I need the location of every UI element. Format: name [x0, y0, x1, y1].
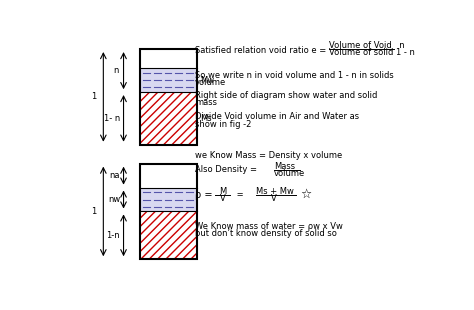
Text: ☆: ☆: [300, 188, 311, 201]
Bar: [140, 49, 197, 69]
Bar: [140, 211, 197, 259]
Text: na: na: [109, 171, 119, 180]
Bar: [140, 164, 197, 188]
Bar: [140, 69, 197, 92]
Text: Right side of diagram show water and solid: Right side of diagram show water and sol…: [195, 91, 378, 100]
Text: Divide Void volume in Air and Water as: Divide Void volume in Air and Water as: [195, 113, 359, 122]
Text: show in fig -2: show in fig -2: [195, 120, 252, 129]
Text: V: V: [220, 194, 226, 203]
Bar: [140, 49, 197, 144]
Text: So we write n in void volume and 1 - n in solids: So we write n in void volume and 1 - n i…: [195, 71, 394, 80]
Text: Volume of solid 1 - n: Volume of solid 1 - n: [329, 48, 415, 57]
Text: ρ =: ρ =: [195, 190, 216, 200]
Text: Mass: Mass: [274, 162, 295, 171]
Text: 1-n: 1-n: [106, 231, 119, 240]
Text: n: n: [393, 41, 404, 50]
Text: mass: mass: [195, 98, 217, 107]
Text: V: V: [271, 194, 276, 203]
Text: We Know mass of water = ρw x Vw: We Know mass of water = ρw x Vw: [195, 222, 343, 231]
Bar: [140, 92, 197, 144]
Text: volume: volume: [274, 169, 305, 178]
Text: Ms: Ms: [200, 114, 211, 123]
Text: Also Density =: Also Density =: [195, 165, 260, 174]
Text: but don’t know density of solid so: but don’t know density of solid so: [195, 229, 337, 238]
Text: 1: 1: [91, 207, 97, 216]
Text: we Know Mass = Density x volume: we Know Mass = Density x volume: [195, 151, 342, 160]
Text: n: n: [113, 66, 118, 75]
Text: volume: volume: [195, 78, 227, 87]
Text: 1: 1: [91, 92, 97, 101]
Text: Volume of Void: Volume of Void: [329, 41, 392, 50]
Text: nw: nw: [108, 195, 120, 204]
Text: =: =: [234, 190, 246, 199]
Text: Mw: Mw: [200, 76, 214, 85]
Text: M: M: [219, 187, 227, 196]
Bar: [140, 188, 197, 211]
Text: Satisfied relation void ratio e =: Satisfied relation void ratio e =: [195, 46, 329, 55]
Text: 1- n: 1- n: [104, 114, 120, 123]
Bar: [140, 164, 197, 259]
Text: Ms + Mw: Ms + Mw: [256, 187, 294, 196]
